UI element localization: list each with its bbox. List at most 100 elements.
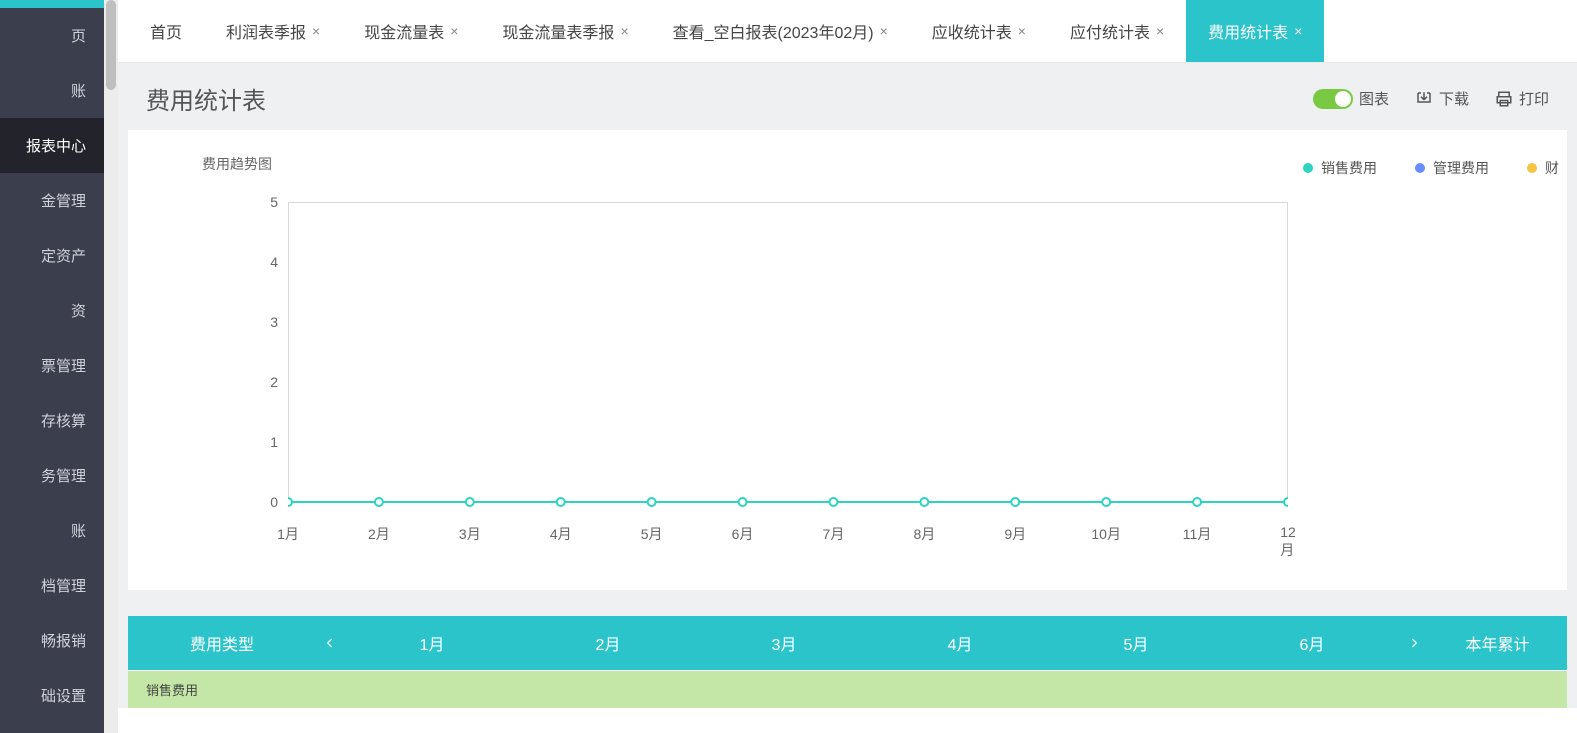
sidebar-item-5[interactable]: 资 (0, 283, 104, 338)
chart-card: 费用趋势图 销售费用管理费用财 0123451月2月3月4月5月6月7月8月9月… (128, 130, 1567, 590)
tab-label: 现金流量表 (364, 19, 444, 43)
sidebar: 页账报表中心金管理定资产资票管理存核算务管理账档管理畅报销础设置 (0, 8, 104, 733)
tab-label: 应付统计表 (1070, 19, 1150, 43)
close-icon[interactable]: × (880, 23, 888, 39)
tab-5[interactable]: 应收统计表 × (910, 0, 1048, 62)
page-header: 费用统计表 图表 下载 打印 (118, 63, 1577, 130)
sidebar-item-10[interactable]: 档管理 (0, 558, 104, 613)
print-label: 打印 (1519, 88, 1549, 109)
page-title: 费用统计表 (146, 81, 1313, 116)
close-icon[interactable]: × (450, 23, 458, 39)
col-header-month: 3月 (696, 631, 872, 655)
chart-toggle[interactable] (1313, 89, 1353, 109)
tab-label: 费用统计表 (1208, 19, 1288, 43)
table-row[interactable]: 销售费用 (128, 670, 1567, 708)
y-tick-label: 2 (270, 374, 278, 390)
legend-item[interactable]: 管理费用 (1415, 158, 1489, 178)
tab-0[interactable]: 首页 (128, 0, 204, 62)
x-tick-label: 7月 (823, 524, 845, 544)
x-tick-label: 9月 (1004, 524, 1026, 544)
x-tick-label: 5月 (641, 524, 663, 544)
legend-dot-icon (1303, 163, 1313, 173)
close-icon[interactable]: × (1156, 23, 1164, 39)
sidebar-item-0[interactable]: 页 (0, 8, 104, 63)
download-button[interactable]: 下载 (1415, 88, 1469, 109)
tab-1[interactable]: 利润表季报 × (204, 0, 342, 62)
close-icon[interactable]: × (1018, 23, 1026, 39)
y-tick-label: 4 (270, 254, 278, 270)
y-tick-label: 3 (270, 314, 278, 330)
x-tick-label: 1月 (277, 524, 299, 544)
x-tick-label: 2月 (368, 524, 390, 544)
y-tick-label: 1 (270, 434, 278, 450)
sidebar-item-2[interactable]: 报表中心 (0, 118, 104, 173)
legend-label: 财 (1545, 158, 1559, 178)
tab-6[interactable]: 应付统计表 × (1048, 0, 1186, 62)
tab-4[interactable]: 查看_空白报表(2023年02月) × (651, 0, 910, 62)
print-icon (1495, 90, 1513, 108)
chart-legend: 销售费用 管理费用 财 (1303, 158, 1559, 178)
content-area: 费用趋势图 销售费用管理费用财 0123451月2月3月4月5月6月7月8月9月… (118, 130, 1577, 708)
sidebar-item-7[interactable]: 存核算 (0, 393, 104, 448)
close-icon[interactable]: × (1294, 23, 1302, 39)
close-icon[interactable]: × (312, 23, 320, 39)
sidebar-item-11[interactable]: 畅报销 (0, 613, 104, 668)
col-header-type: 费用类型 (128, 631, 316, 655)
table-body: 销售费用 (128, 670, 1567, 708)
print-button[interactable]: 打印 (1495, 88, 1549, 109)
legend-item[interactable]: 财 (1527, 158, 1559, 178)
main-panel: 首页利润表季报 × 现金流量表 × 现金流量表季报 × 查看_空白报表(2023年02月) ×… (118, 0, 1577, 733)
col-header-month: 4月 (872, 631, 1048, 655)
scrollbar-thumb[interactable] (106, 0, 116, 90)
table-header-row: 费用类型 1月2月3月4月5月6月 本年累计 (128, 616, 1567, 670)
chart-svg (288, 202, 1288, 512)
download-icon (1415, 90, 1433, 108)
legend-item[interactable]: 销售费用 (1303, 158, 1377, 178)
legend-dot-icon (1415, 163, 1425, 173)
sidebar-item-12[interactable]: 础设置 (0, 668, 104, 723)
scrollbar-track[interactable] (104, 0, 118, 733)
legend-dot-icon (1527, 163, 1537, 173)
chart-toggle-group: 图表 (1313, 88, 1389, 109)
col-header-month: 1月 (344, 631, 520, 655)
sidebar-item-4[interactable]: 定资产 (0, 228, 104, 283)
tab-3[interactable]: 现金流量表季报 × (480, 0, 650, 62)
month-headers: 1月2月3月4月5月6月 (344, 631, 1400, 655)
topbar-accent (0, 0, 104, 8)
tab-bar: 首页利润表季报 × 现金流量表 × 现金流量表季报 × 查看_空白报表(2023年02月) ×… (118, 0, 1577, 63)
chart-toggle-label: 图表 (1359, 88, 1389, 109)
header-actions: 图表 下载 打印 (1313, 88, 1549, 109)
sidebar-item-8[interactable]: 务管理 (0, 448, 104, 503)
cell-type: 销售费用 (128, 680, 316, 699)
table-next-button[interactable] (1400, 636, 1428, 650)
x-tick-label: 10月 (1091, 524, 1121, 544)
x-tick-label: 8月 (913, 524, 935, 544)
tab-7[interactable]: 费用统计表 × (1186, 0, 1324, 62)
col-header-month: 2月 (520, 631, 696, 655)
tab-label: 利润表季报 (226, 19, 306, 43)
tab-label: 现金流量表季报 (502, 19, 614, 43)
x-tick-label: 6月 (732, 524, 754, 544)
x-tick-label: 12月 (1280, 524, 1296, 560)
legend-label: 销售费用 (1321, 158, 1377, 178)
y-tick-label: 5 (270, 194, 278, 210)
col-header-total: 本年累计 (1428, 631, 1567, 655)
tab-label: 查看_空白报表(2023年02月) (673, 19, 874, 43)
chevron-right-icon (1407, 636, 1421, 650)
x-tick-label: 11月 (1183, 524, 1212, 544)
download-label: 下载 (1439, 88, 1469, 109)
legend-label: 管理费用 (1433, 158, 1489, 178)
sidebar-item-3[interactable]: 金管理 (0, 173, 104, 228)
sidebar-item-1[interactable]: 账 (0, 63, 104, 118)
expense-table: 费用类型 1月2月3月4月5月6月 本年累计 销售费用 (128, 616, 1567, 708)
sidebar-item-9[interactable]: 账 (0, 503, 104, 558)
chart-area: 0123451月2月3月4月5月6月7月8月9月10月11月12月 (288, 202, 1288, 562)
x-tick-label: 3月 (459, 524, 481, 544)
close-icon[interactable]: × (620, 23, 628, 39)
sidebar-item-6[interactable]: 票管理 (0, 338, 104, 393)
x-tick-label: 4月 (550, 524, 572, 544)
tab-2[interactable]: 现金流量表 × (342, 0, 480, 62)
col-header-month: 5月 (1048, 631, 1224, 655)
table-prev-button[interactable] (316, 636, 344, 650)
tab-label: 应收统计表 (932, 19, 1012, 43)
